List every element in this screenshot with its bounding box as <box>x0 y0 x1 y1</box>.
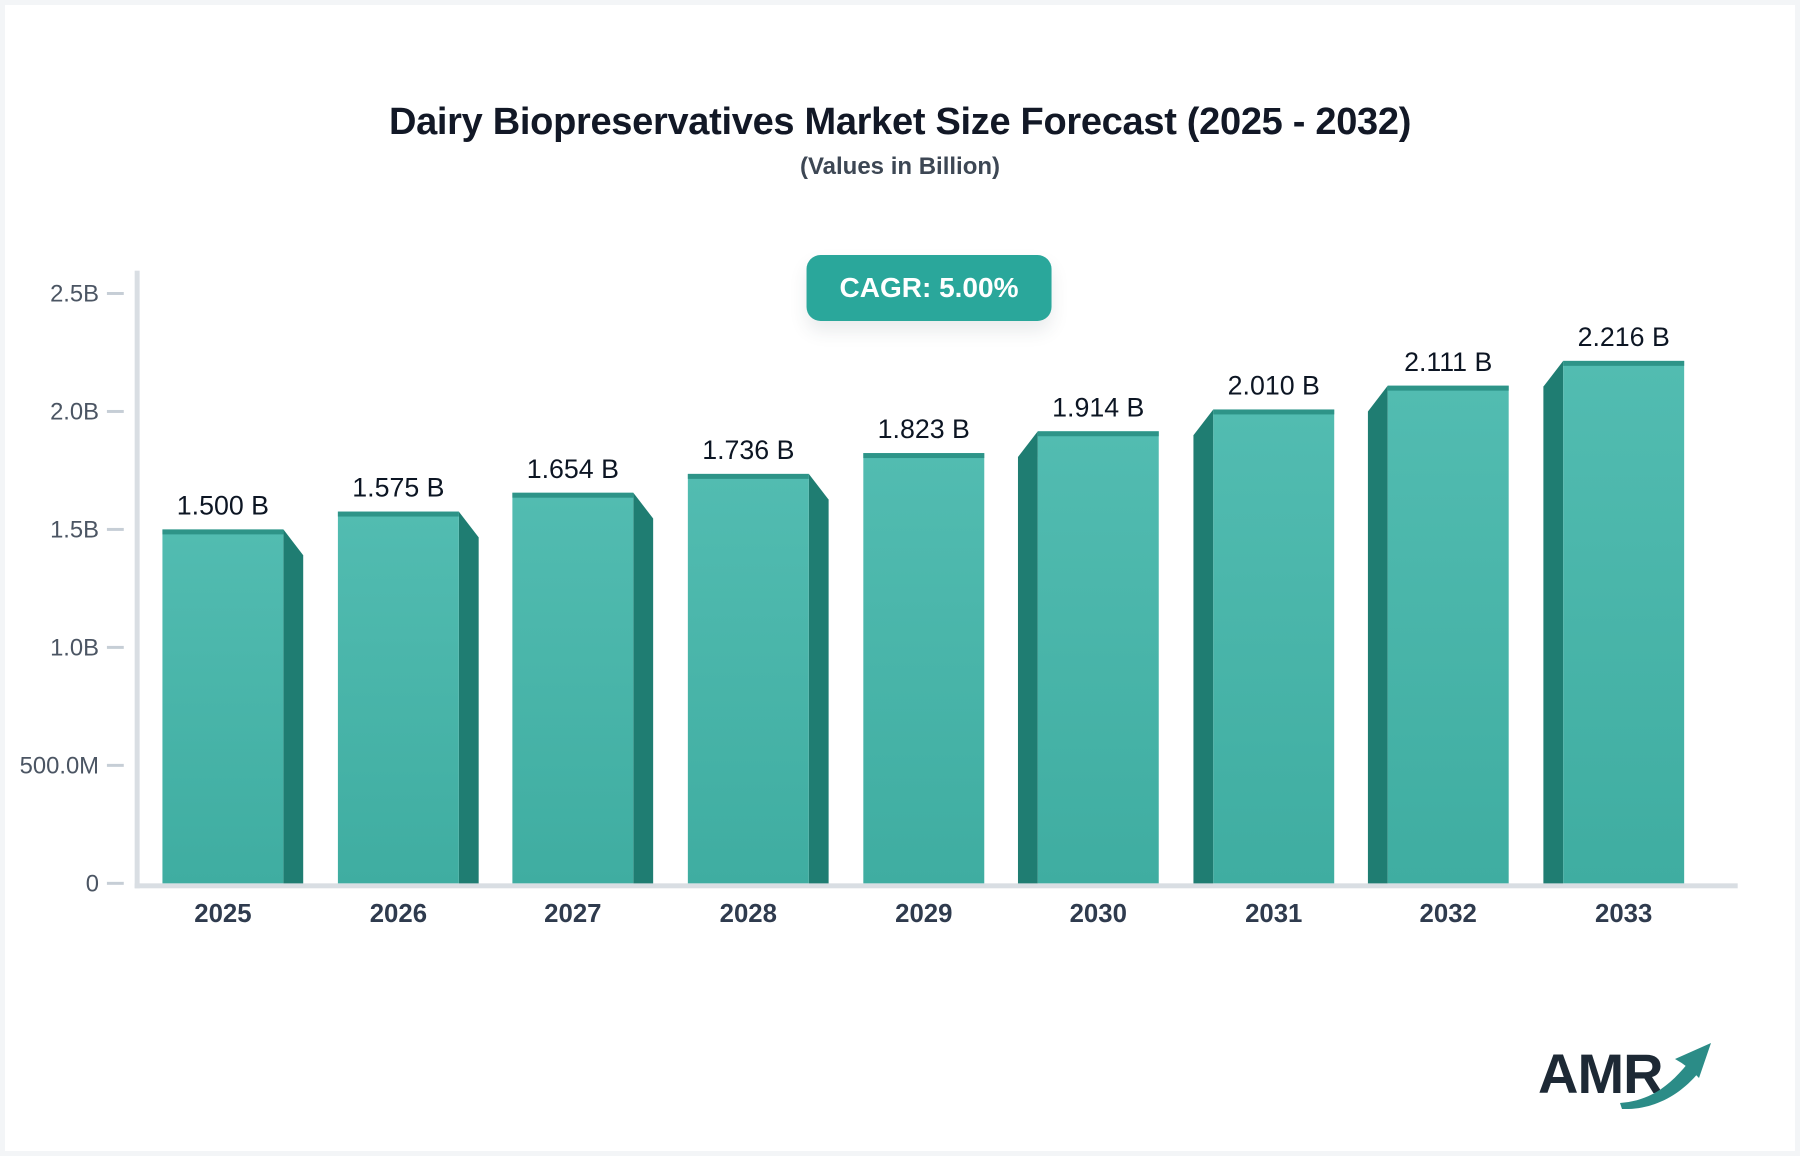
amr-logo: AMR <box>1538 1035 1738 1120</box>
y-axis-tick <box>106 763 124 767</box>
y-axis-tick <box>106 291 124 295</box>
bar-top-edge-2033 <box>1563 360 1685 366</box>
bar-top-edge-2029 <box>863 453 985 459</box>
bar-value-label: 2.111 B <box>1404 347 1492 377</box>
bar-value-label: 1.823 B <box>878 414 970 444</box>
bar-group-2032: 2.111 B 2032 <box>1367 347 1509 928</box>
x-axis-label: 2026 <box>370 900 427 928</box>
bar-group-2028: 1.736 B 2028 <box>687 435 829 928</box>
bar-face-2030[interactable] <box>1037 431 1159 884</box>
y-axis-tick <box>106 527 124 531</box>
bar-value-label: 2.216 B <box>1578 322 1670 352</box>
bar-side-2026[interactable] <box>458 511 479 884</box>
x-axis-label: 2027 <box>544 900 601 928</box>
bar-group-2031: 2.010 B 2031 <box>1193 371 1335 928</box>
market-size-bar-chart: 0 500.0M 1.0B 1.5B 2.0B 2.5B 1.500 B 2025 1.575 … <box>20 270 1738 928</box>
y-axis-line <box>134 270 140 889</box>
growth-arrow-icon <box>1620 1043 1711 1110</box>
x-axis-label: 2031 <box>1245 900 1302 928</box>
x-axis-label: 2028 <box>720 900 777 928</box>
bar-top-edge-2027 <box>512 492 634 498</box>
bar-side-2030[interactable] <box>1017 431 1038 884</box>
bar-face-2027[interactable] <box>512 492 634 884</box>
bar-group-2026: 1.575 B 2026 <box>337 473 479 928</box>
bar-top-edge-2028 <box>687 473 809 479</box>
bar-group-2025: 1.500 B 2025 <box>162 491 304 928</box>
y-axis-label: 1.0B <box>50 634 99 661</box>
bar-value-label: 2.010 B <box>1228 371 1320 401</box>
y-axis-label: 2.5B <box>50 280 99 307</box>
amr-logo-text: AMR <box>1538 1042 1664 1105</box>
bar-group-2030: 1.914 B 2030 <box>1017 392 1159 928</box>
bar-side-2032[interactable] <box>1367 385 1388 884</box>
bar-face-2033[interactable] <box>1563 360 1685 884</box>
y-axis-label: 500.0M <box>20 752 99 779</box>
chart-subtitle: (Values in Billion) <box>799 153 1001 180</box>
bar-group-2027: 1.654 B 2027 <box>512 454 654 928</box>
bar-side-2025[interactable] <box>283 529 304 884</box>
y-axis-tick <box>106 881 124 885</box>
bar-group-2029: 1.823 B 2029 <box>863 414 985 928</box>
y-axis-tick <box>106 645 124 649</box>
x-axis-label: 2033 <box>1595 900 1652 928</box>
bar-face-2032[interactable] <box>1387 385 1509 884</box>
bar-face-2031[interactable] <box>1213 409 1335 884</box>
bar-top-edge-2032 <box>1387 385 1509 391</box>
cagr-badge: CAGR: 5.00% <box>806 255 1052 321</box>
y-axis-label: 1.5B <box>50 516 99 543</box>
bar-side-2027[interactable] <box>633 492 654 884</box>
bar-top-edge-2030 <box>1037 431 1159 437</box>
x-axis-label: 2025 <box>194 900 251 928</box>
bar-top-edge-2026 <box>337 511 459 517</box>
chart-card: Dairy Biopreservatives Market Size Forec… <box>5 5 1795 1151</box>
bar-value-label: 1.736 B <box>702 435 794 465</box>
x-axis-label: 2029 <box>895 900 952 928</box>
bar-side-2028[interactable] <box>808 473 829 884</box>
x-axis-label: 2032 <box>1420 900 1477 928</box>
bar-face-2026[interactable] <box>337 511 459 884</box>
bar-side-2031[interactable] <box>1193 409 1214 884</box>
bar-value-label: 1.575 B <box>352 473 444 503</box>
y-axis-tick <box>106 409 124 413</box>
x-axis-line <box>134 883 1738 889</box>
y-axis-label: 0 <box>86 870 99 897</box>
bar-side-2033[interactable] <box>1543 360 1564 884</box>
bar-face-2028[interactable] <box>687 473 809 884</box>
bar-group-2033: 2.216 B 2033 <box>1543 322 1685 928</box>
bar-face-2029[interactable] <box>863 453 985 884</box>
x-axis-label: 2030 <box>1070 900 1127 928</box>
y-axis-label: 2.0B <box>50 398 99 425</box>
bar-top-edge-2031 <box>1213 409 1335 415</box>
bar-value-label: 1.914 B <box>1052 392 1144 422</box>
bar-value-label: 1.500 B <box>177 491 269 521</box>
chart-title: Dairy Biopreservatives Market Size Forec… <box>388 101 1412 143</box>
bar-value-label: 1.654 B <box>527 454 619 484</box>
bar-face-2025[interactable] <box>162 529 284 884</box>
bar-top-edge-2025 <box>162 529 284 535</box>
